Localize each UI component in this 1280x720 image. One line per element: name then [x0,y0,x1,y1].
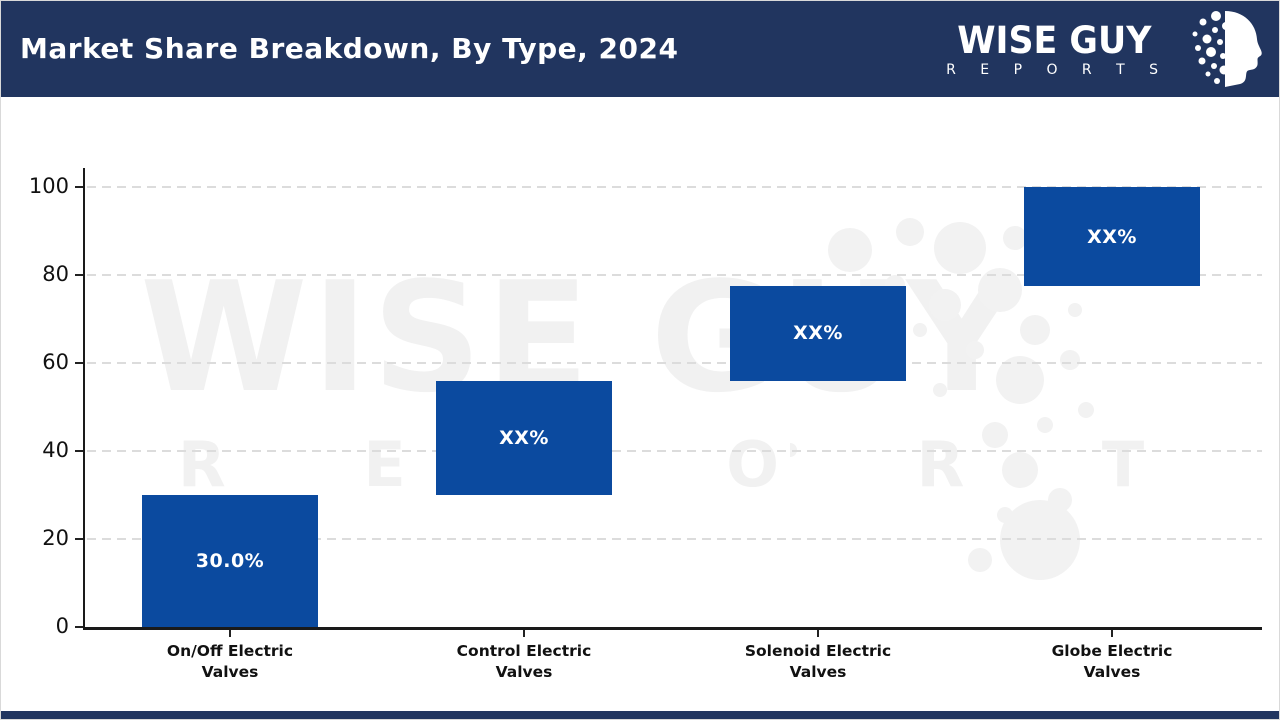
gridline [87,538,1262,540]
header-band: Market Share Breakdown, By Type, 2024 WI… [0,0,1280,97]
logo-face-icon [1192,11,1262,87]
bar-3: XX% [730,286,906,381]
footer-band [0,711,1280,720]
x-category-label: Solenoid Electric Valves [744,642,892,681]
y-tick-label: 40 [42,438,69,462]
logo-wiseguy-label: WISE GUY [956,18,1152,62]
page-title: Market Share Breakdown, By Type, 2024 [20,32,679,65]
bar-1: 30.0% [142,495,318,627]
x-category-label: Globe Electric Valves [1051,642,1173,681]
x-tick-mark [1111,630,1113,637]
y-tick-label: 100 [28,174,69,198]
logo-text: WISE GUY R E P O R T S [940,18,1168,78]
y-tick-mark [75,362,84,364]
y-tick-mark [75,186,84,188]
bar-value-label: XX% [499,426,549,449]
x-axis-spine [83,627,1262,630]
logo-reports-label: R E P O R T S [946,61,1168,78]
gridline [87,274,1262,276]
y-tick-mark [75,450,84,452]
x-category-label: Control Electric Valves [456,642,592,681]
bar-2: XX% [436,380,612,495]
bar-4: XX% [1024,187,1200,286]
y-tick-mark [75,274,84,276]
bar-value-label: 30.0% [195,550,265,572]
gridline [87,450,1262,452]
gridline [87,186,1262,188]
y-tick-label: 0 [55,614,69,638]
x-tick-mark [817,630,819,637]
y-axis-spine [83,168,85,629]
y-tick-label: 60 [42,350,69,374]
watermark-reports-text: R E P O R T S [178,428,1203,570]
y-tick-mark [75,626,84,628]
y-tick-label: 80 [42,262,69,286]
watermark-face-dots [790,218,1094,580]
bar-value-label: XX% [793,322,843,345]
bar-value-label: XX% [1087,225,1137,248]
y-tick-label: 20 [42,526,69,550]
x-category-label: On/Off Electric Valves [166,642,294,681]
gridline [87,362,1262,364]
x-tick-mark [523,630,525,637]
y-tick-mark [75,538,84,540]
x-tick-mark [229,630,231,637]
wise-guy-logo: WISE GUY R E P O R T S [940,8,1266,90]
